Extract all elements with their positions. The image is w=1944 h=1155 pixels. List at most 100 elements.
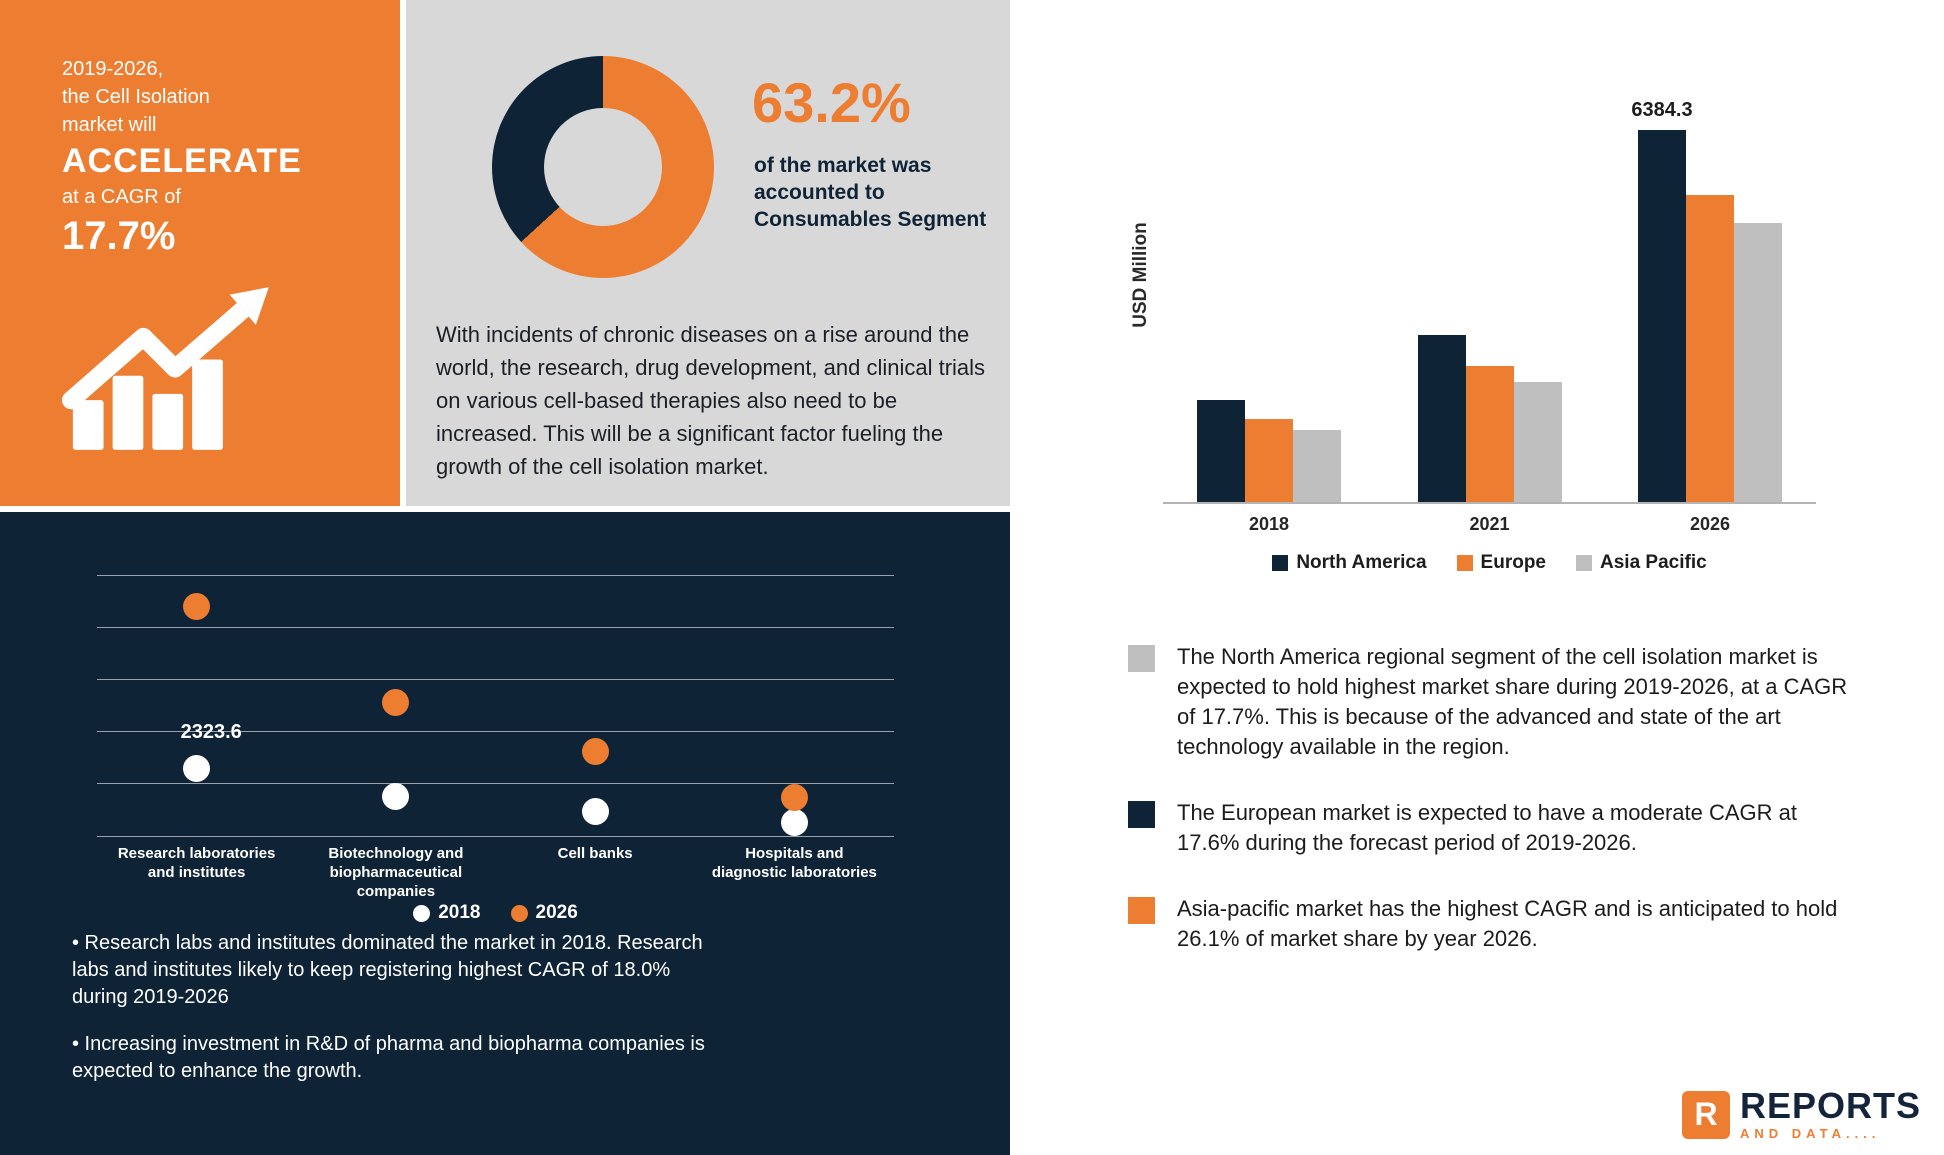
regional-insight: The North America regional segment of th… [1128,642,1888,762]
logo-text: REPORTS AND DATA.... [1740,1085,1922,1142]
bar-slot [1734,94,1782,502]
growth-arrow-icon [62,287,269,450]
bar-legend: North America Europe Asia Pacific [1163,552,1816,574]
bar-slot [1417,94,1466,502]
gridline [97,731,894,733]
insight-bullet: • Research labs and institutes dominated… [72,932,703,1008]
insight-bullet: • Increasing investment in R&D of pharma… [72,1033,705,1082]
logo-icon: R [1682,1090,1730,1139]
bar-group-2026: 6384.3 [1631,94,1782,502]
dot-legend: 2018 2026 [97,902,894,924]
data-point-2026 [780,783,808,811]
gridline [97,574,894,576]
dot-plot: 2323.6 [97,574,894,837]
bullet-square [1128,801,1155,828]
data-label: 2323.6 [180,720,242,743]
category-label: Research laboratories and institutes [117,845,276,881]
bar-Europe-2026 [1686,195,1734,502]
logo-brand-top: REPORTS [1740,1085,1922,1126]
legend-label: North America [1296,552,1427,573]
gridline [97,835,894,837]
bar-Asia Pacific-2026 [1734,222,1782,502]
donut-chart [492,56,714,278]
bar-slot [1513,94,1562,502]
regional-insight: Asia-pacific market has the highest CAGR… [1128,894,1888,954]
insight-text: The North America regional segment of th… [1177,644,1848,759]
accelerate-headline: ACCELERATE [62,142,302,180]
bar-North America-2021 [1417,334,1466,502]
bar-categories: 2018 2021 2026 [1163,514,1816,535]
legend-item-Asia Pacific: Asia Pacific [1576,552,1707,574]
cagr-value: 17.7% [62,214,176,258]
gridline [97,783,894,785]
category-label: Hospitals and diagnostic laboratories [711,845,877,881]
dot-categories: Research laboratories and institutes Biot… [97,844,894,901]
legend-marker [1576,555,1592,571]
bar-slot [1197,94,1245,502]
intro-panel: 2019-2026, the Cell Isolation market wil… [0,0,400,506]
bar-plot: 6384.3 [1163,94,1816,504]
category-label: Cell banks [557,845,633,862]
bullet-square [1128,645,1155,672]
legend-marker [1272,555,1289,571]
legend-label: 2026 [535,902,578,923]
legend-marker [510,904,528,922]
logo-brand-bottom: AND DATA.... [1740,1126,1881,1141]
bar-slot: 6384.3 [1631,94,1693,502]
consumables-panel: 63.2% of the market was accounted to Con… [406,0,1010,506]
gridline [97,678,894,680]
year-label: 2021 [1469,514,1510,534]
intro-line4: at a CAGR of [62,186,181,208]
bar-North America-2026 [1638,129,1686,502]
bar-Asia Pacific-2018 [1293,430,1341,502]
legend-label: Asia Pacific [1600,552,1707,573]
year-label: 2026 [1689,514,1731,534]
bar-Europe-2021 [1465,365,1514,502]
data-point-2018 [382,782,410,810]
gridline [97,626,894,628]
right-bullets: The North America regional segment of th… [1128,642,1888,990]
bar-slot [1245,94,1293,502]
data-point-2018 [780,808,808,836]
intro-line3: market will [62,114,157,136]
consumables-caption: of the market was accounted to Consumabl… [754,154,987,231]
consumables-percentage: 63.2% [752,71,911,134]
navy-bullets: • Research labs and institutes dominated… [72,930,717,1105]
bar-group-2018 [1197,94,1341,502]
legend-item-2026: 2026 [510,902,578,924]
intro-text: 2019-2026, the Cell Isolation market wil… [62,55,302,261]
legend-label: 2018 [438,902,481,923]
bar-North America-2018 [1197,400,1245,502]
bullet-square [1128,897,1155,924]
insight-text: Asia-pacific market has the highest CAGR… [1177,896,1838,951]
regional-panel: USD Million 6384.3 2018 2021 2026 North Am… [1010,0,1944,1155]
data-point-2026 [183,592,211,620]
legend-item-North America: North America [1272,552,1427,574]
legend-item-Europe: Europe [1456,552,1546,574]
legend-marker [413,904,431,922]
data-point-2018 [183,755,211,783]
regional-insight: The European market is expected to have … [1128,798,1888,858]
legend-label: Europe [1480,552,1546,573]
category-label: Biotechnology and biopharmaceutical comp… [328,845,464,900]
data-point-2018 [581,797,609,825]
bar-slot [1293,94,1341,502]
bar-group-2021 [1417,94,1562,502]
legend-marker [1456,555,1473,571]
bar-Europe-2018 [1245,418,1293,502]
donut-hole [544,108,662,226]
bar-Asia Pacific-2021 [1513,381,1562,502]
bar-value-label: 6384.3 [1631,98,1693,121]
end-user-panel: 2323.6 Research laboratories and institu… [0,512,1010,1155]
y-axis-label: USD Million [1130,222,1151,328]
data-point-2026 [581,738,609,766]
data-point-2026 [382,689,410,717]
logo: R REPORTS AND DATA.... [1682,1088,1921,1141]
intro-line1: 2019-2026, [62,58,164,80]
insight-text: The European market is expected to have … [1177,800,1797,855]
bar-slot [1686,94,1734,502]
bar-slot [1465,94,1514,502]
consumables-body-text: With incidents of chronic diseases on a … [436,322,986,479]
legend-item-2018: 2018 [413,902,481,924]
